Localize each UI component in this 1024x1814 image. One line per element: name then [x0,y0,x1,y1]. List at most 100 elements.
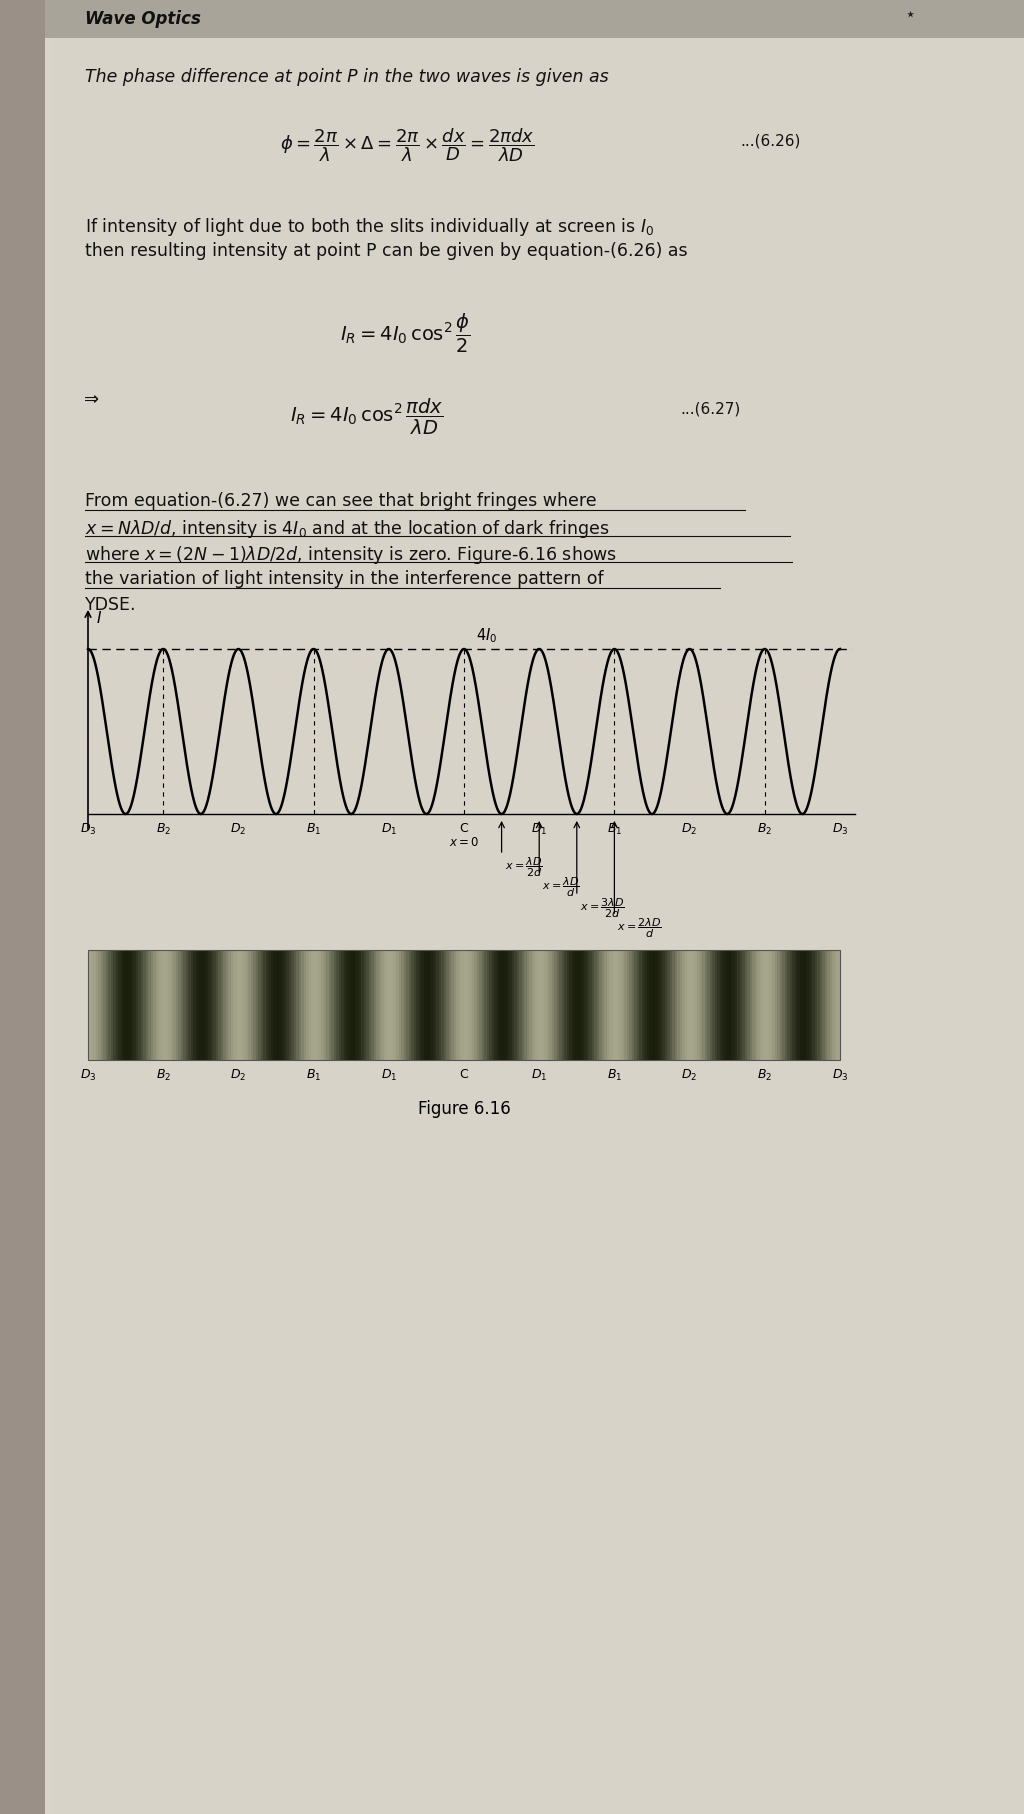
Bar [331,951,334,1059]
Text: $D_2$: $D_2$ [230,1068,247,1083]
Bar [401,951,404,1059]
Text: $I_R = 4I_0\,\cos^2\dfrac{\phi}{2}$: $I_R = 4I_0\,\cos^2\dfrac{\phi}{2}$ [340,312,471,356]
Bar [722,951,725,1059]
Bar [45,0,47,1814]
Bar [777,951,780,1059]
Bar [454,951,457,1059]
Bar [93,951,96,1059]
Bar [361,951,365,1059]
Bar [138,951,141,1059]
Bar [158,951,161,1059]
Bar [166,951,169,1059]
Bar [284,951,287,1059]
Bar [356,951,359,1059]
Bar [810,951,813,1059]
Bar [358,951,361,1059]
Text: $4I_0$: $4I_0$ [476,626,498,646]
Bar [254,951,256,1059]
Bar [457,951,460,1059]
Bar [675,951,678,1059]
Bar [667,951,670,1059]
Bar [51,0,53,1814]
Bar [732,951,735,1059]
Bar [537,951,540,1059]
Bar [311,951,314,1059]
Bar [507,951,510,1059]
Bar [654,951,657,1059]
Bar [364,951,367,1059]
Bar [329,951,332,1059]
Text: $B_2$: $B_2$ [757,1068,772,1083]
Bar [326,951,329,1059]
Text: $B_1$: $B_1$ [607,1068,622,1083]
Bar [750,951,753,1059]
Bar [780,951,782,1059]
Bar [394,951,397,1059]
Bar [346,951,349,1059]
Bar [790,951,793,1059]
Bar [795,951,798,1059]
Bar [730,951,733,1059]
Bar [459,951,462,1059]
Bar [140,951,143,1059]
Text: $D_1$: $D_1$ [531,1068,548,1083]
Bar [502,951,505,1059]
Bar [775,951,778,1059]
Bar [540,951,542,1059]
Bar [47,0,49,1814]
Bar [206,951,209,1059]
Bar [403,951,407,1059]
Bar [135,951,138,1059]
Bar [194,951,197,1059]
Bar [642,951,645,1059]
Bar [281,951,284,1059]
Bar [161,951,164,1059]
Bar [712,951,715,1059]
Bar [524,951,527,1059]
Bar [481,951,484,1059]
Bar [476,951,479,1059]
Bar [279,951,282,1059]
Text: $D_3$: $D_3$ [80,822,96,836]
Bar [544,951,547,1059]
Bar [602,951,605,1059]
Bar [349,951,351,1059]
Bar [585,951,588,1059]
Bar [118,951,121,1059]
Bar [758,951,760,1059]
Bar [772,951,775,1059]
Bar [614,951,617,1059]
Bar [213,951,216,1059]
Bar [770,951,773,1059]
Bar [689,951,692,1059]
Bar [334,951,337,1059]
Text: YDSE.: YDSE. [85,597,136,613]
Bar [542,951,545,1059]
Bar [677,951,680,1059]
Bar [685,951,687,1059]
Text: $D_2$: $D_2$ [230,822,247,836]
Bar [294,951,297,1059]
Bar [647,951,650,1059]
Bar [547,951,550,1059]
Bar [55,0,57,1814]
Text: $\Rightarrow$: $\Rightarrow$ [80,388,99,406]
Bar [566,951,569,1059]
Bar [409,951,412,1059]
Bar [168,951,171,1059]
Text: Figure 6.16: Figure 6.16 [418,1099,510,1117]
Bar [241,951,244,1059]
Bar [271,951,274,1059]
Bar [185,951,188,1059]
Bar [635,951,638,1059]
Bar [126,951,129,1059]
Bar [446,951,450,1059]
Bar [391,951,394,1059]
Bar [63,0,65,1814]
Bar [90,951,93,1059]
Bar [379,951,382,1059]
Bar [609,951,612,1059]
Bar [705,951,708,1059]
Text: $D_2$: $D_2$ [682,822,697,836]
Bar [564,951,567,1059]
